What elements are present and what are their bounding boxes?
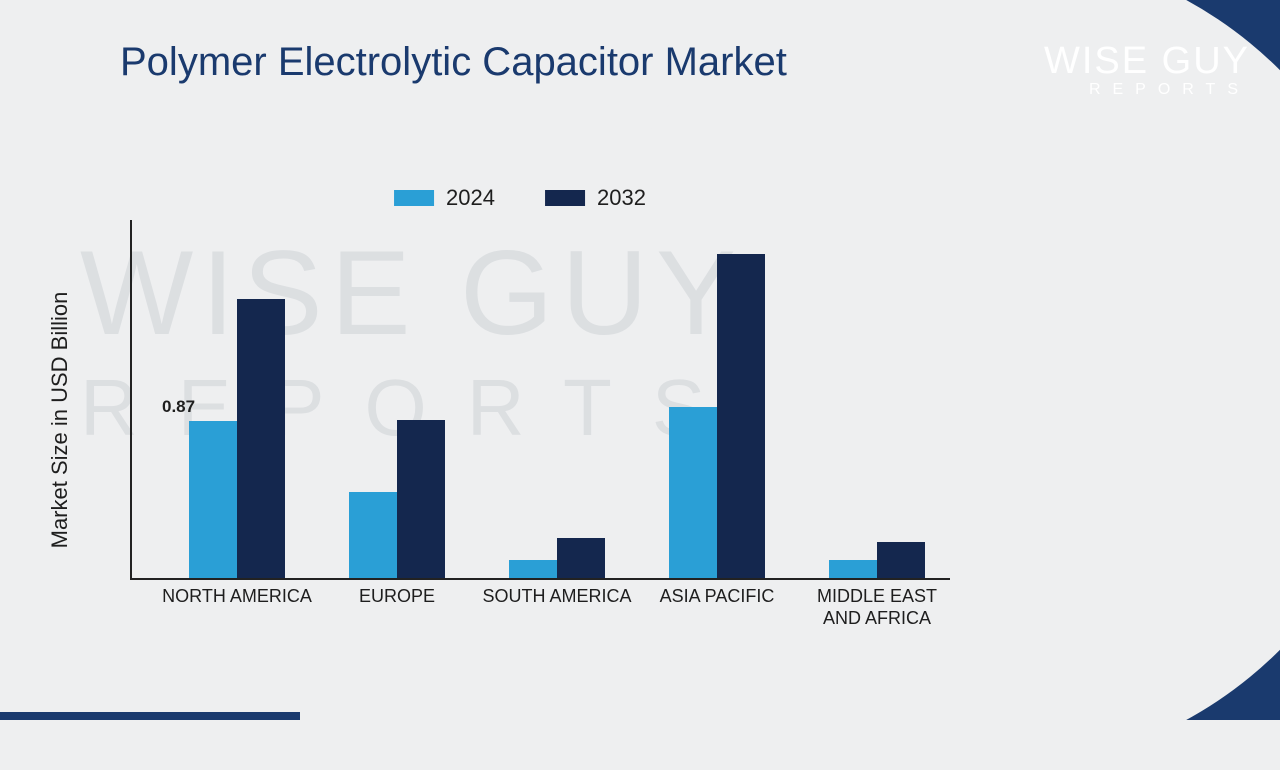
x-axis-label: MIDDLE EAST AND AFRICA — [802, 586, 952, 629]
y-axis-label: Market Size in USD Billion — [47, 292, 73, 549]
legend-swatch-2032 — [545, 190, 585, 206]
bar — [557, 538, 605, 578]
bar-group: MIDDLE EAST AND AFRICA — [802, 542, 952, 578]
legend-item-2032: 2032 — [545, 185, 646, 211]
bar-group: ASIA PACIFIC — [642, 254, 792, 578]
bar-value-label: 0.87 — [162, 397, 195, 417]
brand-logo: WISE GUY REPORTS — [1044, 40, 1250, 99]
x-axis-label: ASIA PACIFIC — [642, 586, 792, 608]
brand-main: WISE GUY — [1044, 40, 1250, 83]
bar-group: SOUTH AMERICA — [482, 538, 632, 578]
legend-swatch-2024 — [394, 190, 434, 206]
bar — [237, 299, 285, 578]
bar-group: EUROPE — [322, 420, 472, 578]
x-axis-label: SOUTH AMERICA — [482, 586, 632, 608]
bar — [509, 560, 557, 578]
brand-sub: REPORTS — [1044, 81, 1250, 99]
x-axis-label: EUROPE — [322, 586, 472, 608]
legend-item-2024: 2024 — [394, 185, 495, 211]
x-axis-label: NORTH AMERICA — [162, 586, 312, 608]
chart-title: Polymer Electrolytic Capacitor Market — [120, 40, 787, 84]
bottom-accent-bar — [0, 712, 300, 720]
bar — [397, 420, 445, 578]
legend-label-2032: 2032 — [597, 185, 646, 211]
legend-label-2024: 2024 — [446, 185, 495, 211]
bar — [829, 560, 877, 578]
bar — [189, 421, 237, 578]
bar — [717, 254, 765, 578]
bar — [349, 492, 397, 578]
bar — [877, 542, 925, 578]
bar-group: 0.87NORTH AMERICA — [162, 299, 312, 578]
legend: 2024 2032 — [394, 185, 646, 211]
plot: 0.87NORTH AMERICAEUROPESOUTH AMERICAASIA… — [130, 220, 950, 580]
chart-area: Market Size in USD Billion 2024 2032 0.8… — [70, 180, 970, 660]
bar — [669, 407, 717, 578]
